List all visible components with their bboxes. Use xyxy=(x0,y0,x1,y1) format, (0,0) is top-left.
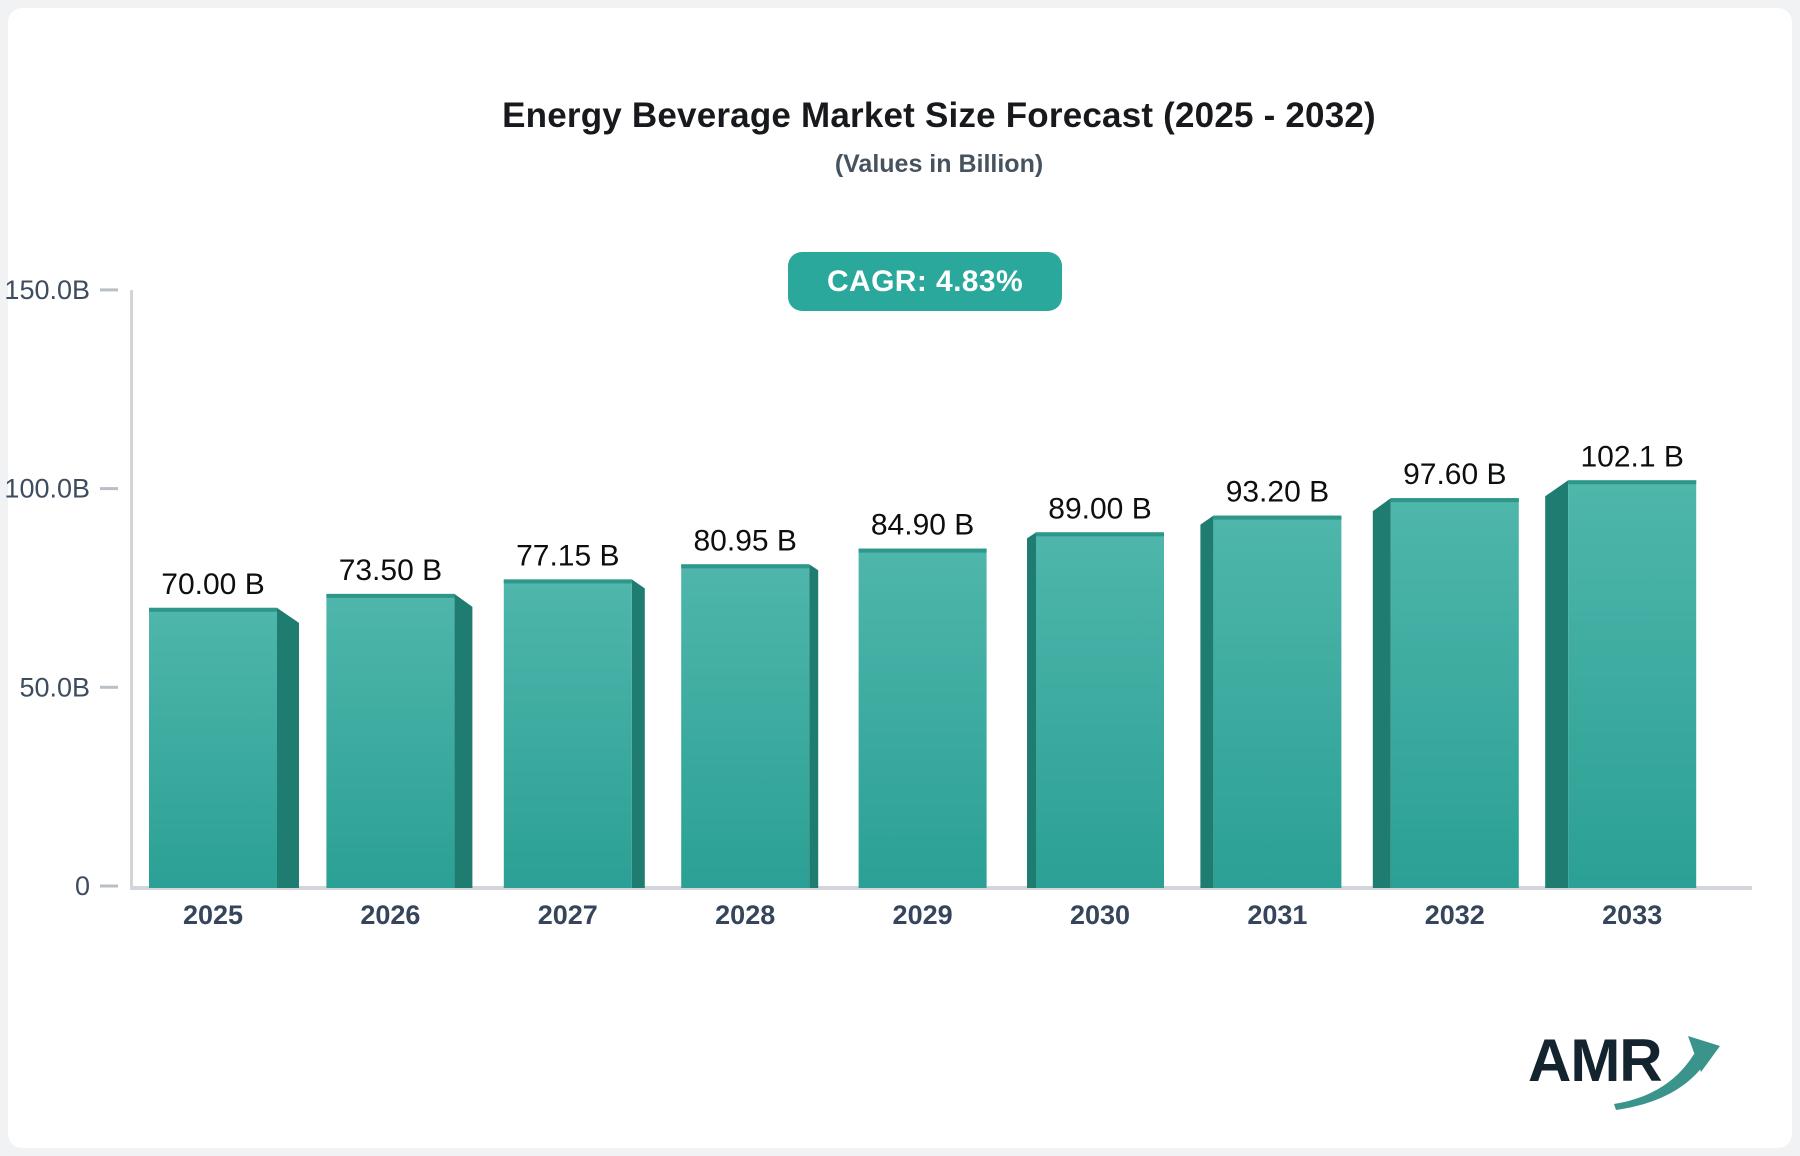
bar-group: 102.1 B 2033 xyxy=(1545,440,1697,930)
bar-group: 73.50 B 2026 xyxy=(326,554,473,930)
bar-group: 84.90 B 2029 xyxy=(858,509,987,930)
x-axis-label: 2030 xyxy=(1070,900,1130,930)
x-axis-label: 2029 xyxy=(893,900,953,930)
bar-top-bevel xyxy=(326,593,455,598)
bar-top-bevel xyxy=(1390,498,1519,503)
bar-top-bevel xyxy=(1213,515,1342,520)
bar-group: 93.20 B 2031 xyxy=(1200,476,1342,930)
bar-group: 89.00 B 2030 xyxy=(1027,492,1164,930)
x-axis-label: 2025 xyxy=(183,900,243,930)
bar-side-face xyxy=(1027,532,1036,888)
bar-top-bevel xyxy=(503,579,632,584)
amr-logo: AMR xyxy=(1528,1026,1728,1116)
bar-face xyxy=(149,607,277,888)
y-tick-mark xyxy=(100,288,118,292)
y-tick-label: 0 xyxy=(75,871,90,901)
y-tick-mark xyxy=(100,884,118,888)
cagr-badge: CAGR: 4.83% xyxy=(788,252,1062,311)
bar-group: 97.60 B 2032 xyxy=(1372,458,1519,930)
y-tick-mark xyxy=(100,685,118,689)
bar-value-label: 84.90 B xyxy=(871,509,974,542)
bar-value-label: 70.00 B xyxy=(161,568,264,601)
bar-face xyxy=(681,564,810,888)
bar-group: 77.15 B 2027 xyxy=(503,539,645,930)
amr-logo-text: AMR xyxy=(1528,1027,1663,1094)
x-axis-label: 2032 xyxy=(1425,900,1485,930)
growth-arrow-icon xyxy=(1614,1036,1720,1110)
x-axis-label: 2031 xyxy=(1247,900,1307,930)
bar-side-face xyxy=(809,564,819,888)
bar-value-label: 89.00 B xyxy=(1048,492,1151,525)
y-tick-label: 150.0B xyxy=(4,275,90,305)
bar-side-face xyxy=(277,607,299,888)
bar-side-face xyxy=(454,593,473,888)
bar-top-bevel xyxy=(681,564,810,569)
bar-side-face xyxy=(1372,498,1391,888)
bar-group: 80.95 B 2028 xyxy=(681,524,819,930)
bar-side-face xyxy=(1545,480,1569,888)
x-axis-label: 2026 xyxy=(360,900,420,930)
y-axis-line xyxy=(130,290,133,886)
bar-face xyxy=(1036,532,1164,888)
bar-face xyxy=(858,548,987,888)
bar-value-label: 93.20 B xyxy=(1226,476,1329,509)
bar-group: 70.00 B 2025 xyxy=(149,568,299,930)
bar-value-label: 77.15 B xyxy=(516,539,619,572)
page-title: Energy Beverage Market Size Forecast (20… xyxy=(502,96,1376,135)
bar-value-label: 73.50 B xyxy=(339,554,442,587)
bar-face xyxy=(1568,480,1697,888)
bar-face xyxy=(503,579,632,888)
bar-top-bevel xyxy=(149,607,277,612)
y-tick-label: 50.0B xyxy=(19,672,90,702)
x-axis-label: 2027 xyxy=(538,900,598,930)
bar-face xyxy=(1213,515,1342,888)
bar-value-label: 97.60 B xyxy=(1403,458,1506,491)
y-tick-mark xyxy=(100,487,118,491)
page-subtitle: (Values in Billion) xyxy=(834,150,1044,178)
bar-face xyxy=(326,593,455,888)
y-tick-label: 100.0B xyxy=(4,474,90,504)
bar-value-label: 80.95 B xyxy=(693,524,796,557)
x-axis-label: 2033 xyxy=(1602,900,1662,930)
bar-top-bevel xyxy=(858,548,987,553)
bar-top-bevel xyxy=(1036,532,1164,537)
bar-side-face xyxy=(631,579,645,888)
bar-value-label: 102.1 B xyxy=(1580,440,1683,473)
x-axis-label: 2028 xyxy=(715,900,775,930)
bar-face xyxy=(1390,498,1519,888)
bar-top-bevel xyxy=(1568,480,1697,485)
bar-side-face xyxy=(1200,515,1214,888)
